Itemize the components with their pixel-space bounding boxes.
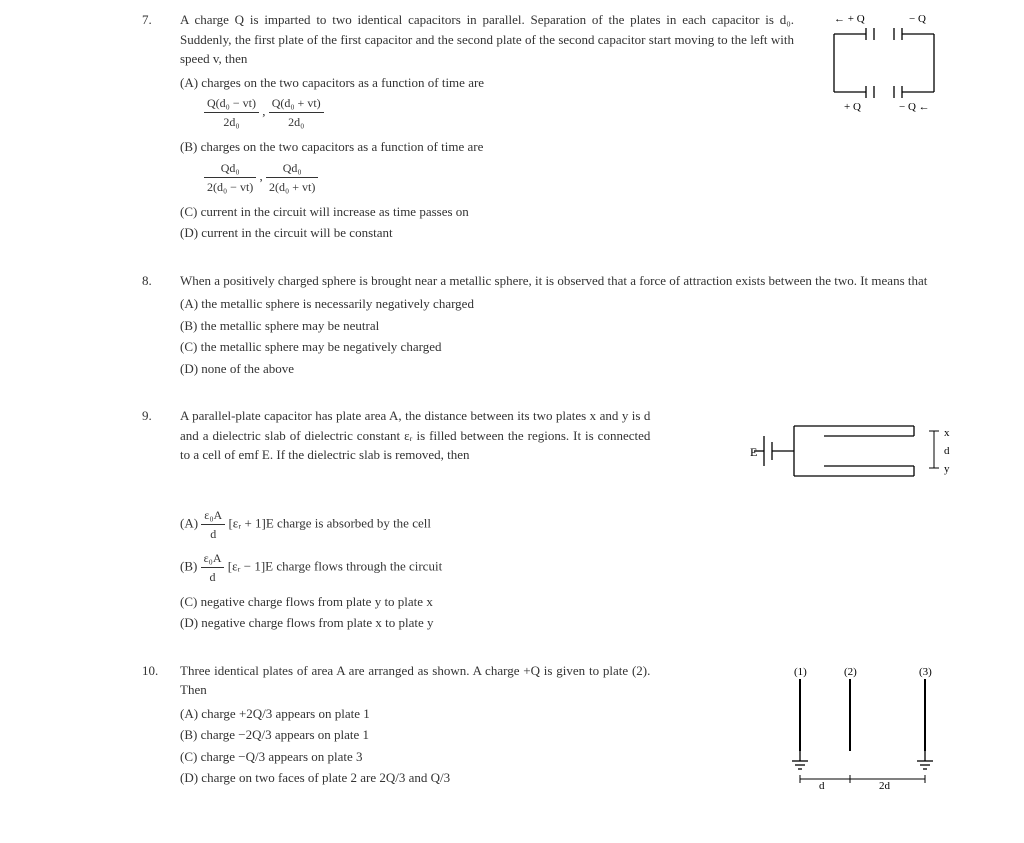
fraction: ε₀A d xyxy=(201,549,225,586)
option-7d: (D) current in the circuit will be const… xyxy=(180,223,964,243)
denominator: 2(d₀ − vt) xyxy=(204,178,256,196)
numerator: Qd₀ xyxy=(266,159,318,178)
denominator: d xyxy=(201,525,225,543)
opt-prefix: (B) xyxy=(180,558,197,573)
fig7-label-br: − Q ← xyxy=(899,101,930,113)
question-text-9: A parallel-plate capacitor has plate are… xyxy=(180,406,650,465)
fig9-d: d xyxy=(944,445,950,457)
option-9c: (C) negative charge flows from plate y t… xyxy=(180,592,964,612)
question-number-10: 10. xyxy=(142,661,158,681)
option-7b: (B) charges on the two capacitors as a f… xyxy=(180,137,964,196)
options-q9: (A) ε₀A d [εᵣ + 1]E charge is absorbed b… xyxy=(180,506,964,633)
options-q8: (A) the metallic sphere is necessarily n… xyxy=(180,294,964,378)
denominator: 2(d₀ + vt) xyxy=(266,178,318,196)
question-number-7: 7. xyxy=(142,10,152,30)
fraction: Qd₀ 2(d₀ − vt) xyxy=(204,159,256,196)
denominator: 2d₀ xyxy=(204,113,259,131)
fig10-p1: (1) xyxy=(794,666,807,678)
question-text-8: When a positively charged sphere is brou… xyxy=(180,271,964,291)
opt-prefix: (B) xyxy=(180,139,197,154)
options-q10: (A) charge +2Q/3 appears on plate 1 (B) … xyxy=(180,704,650,788)
opt-text: charges on the two capacitors as a funct… xyxy=(201,75,484,90)
fraction: Q(d₀ − vt) 2d₀ xyxy=(204,94,259,131)
fig10-p2: (2) xyxy=(844,666,857,678)
option-10a: (A) charge +2Q/3 appears on plate 1 xyxy=(180,704,650,724)
fig7-label-tl: ← + Q xyxy=(834,13,865,25)
fig7-label-bl: + Q xyxy=(844,101,861,113)
question-text-10: Three identical plates of area A are arr… xyxy=(180,661,650,700)
fig7-label-tr: − Q xyxy=(909,13,926,25)
comma: , xyxy=(262,103,265,118)
opt-tail: [εᵣ − 1]E charge flows through the circu… xyxy=(228,558,442,573)
figure-q9: E x d y xyxy=(744,406,964,496)
option-8a: (A) the metallic sphere is necessarily n… xyxy=(180,294,964,314)
fig10-d: d xyxy=(819,780,825,791)
numerator: Qd₀ xyxy=(204,159,256,178)
numerator: Q(d₀ − vt) xyxy=(204,94,259,113)
fig10-p3: (3) xyxy=(919,666,932,678)
fig10-2d: 2d xyxy=(879,780,891,791)
option-10d: (D) charge on two faces of plate 2 are 2… xyxy=(180,768,650,788)
fraction: Qd₀ 2(d₀ + vt) xyxy=(266,159,318,196)
question-8: 8. When a positively charged sphere is b… xyxy=(180,271,964,379)
question-number-8: 8. xyxy=(142,271,152,291)
fig9-E: E xyxy=(750,445,757,459)
fraction: Q(d₀ + vt) 2d₀ xyxy=(269,94,324,131)
opt-prefix: (A) xyxy=(180,515,198,530)
option-7c: (C) current in the circuit will increase… xyxy=(180,202,964,222)
fig9-x: x xyxy=(944,427,950,439)
option-10c: (C) charge −Q/3 appears on plate 3 xyxy=(180,747,650,767)
numerator: ε₀A xyxy=(201,549,225,568)
option-9a: (A) ε₀A d [εᵣ + 1]E charge is absorbed b… xyxy=(180,506,964,543)
fraction: ε₀A d xyxy=(201,506,225,543)
option-8c: (C) the metallic sphere may be negativel… xyxy=(180,337,964,357)
numerator: ε₀A xyxy=(201,506,225,525)
question-9: 9. A parallel-plate capacitor has plate … xyxy=(180,406,964,633)
opt-text: charges on the two capacitors as a funct… xyxy=(201,139,484,154)
figure-q10: (1) (2) (3) d xyxy=(764,661,964,791)
question-7: 7. ← + Q − Q + Q − Q ← xyxy=(180,10,964,243)
option-10b: (B) charge −2Q/3 appears on plate 1 xyxy=(180,725,650,745)
fig9-y: y xyxy=(944,463,950,475)
opt-tail: [εᵣ + 1]E charge is absorbed by the cell xyxy=(228,515,431,530)
option-9b: (B) ε₀A d [εᵣ − 1]E charge flows through… xyxy=(180,549,964,586)
option-8d: (D) none of the above xyxy=(180,359,964,379)
comma: , xyxy=(260,168,263,183)
question-number-9: 9. xyxy=(142,406,152,426)
denominator: d xyxy=(201,568,225,586)
denominator: 2d₀ xyxy=(269,113,324,131)
option-9d: (D) negative charge flows from plate x t… xyxy=(180,613,964,633)
figure-q7: ← + Q − Q + Q − Q ← xyxy=(804,10,964,126)
option-8b: (B) the metallic sphere may be neutral xyxy=(180,316,964,336)
question-10: 10. Three identical plates of area A are… xyxy=(180,661,964,797)
numerator: Q(d₀ + vt) xyxy=(269,94,324,113)
opt-prefix: (A) xyxy=(180,75,198,90)
